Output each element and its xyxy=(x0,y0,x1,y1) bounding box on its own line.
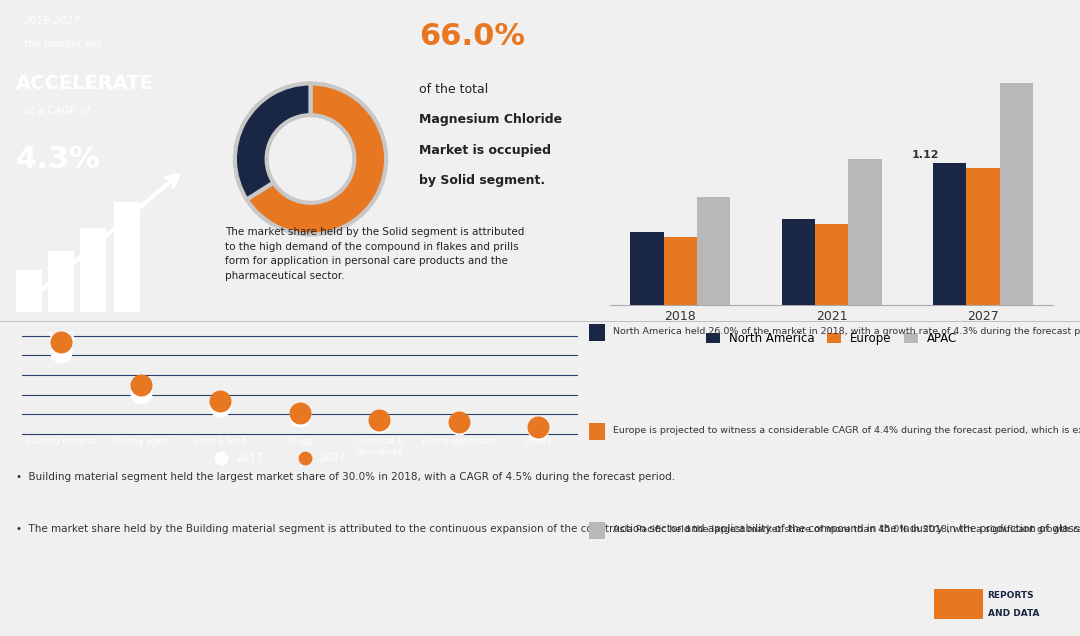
Point xyxy=(132,380,149,390)
Text: by Solid segment.: by Solid segment. xyxy=(419,174,545,187)
Point xyxy=(296,453,313,463)
Bar xyxy=(589,423,606,440)
Text: Others: Others xyxy=(524,438,552,446)
Bar xyxy=(16,270,42,312)
Text: 2017: 2017 xyxy=(237,453,262,463)
Legend: North America, Europe, APAC: North America, Europe, APAC xyxy=(701,328,962,350)
Bar xyxy=(589,522,606,539)
Text: Chemical &
derivatives: Chemical & derivatives xyxy=(355,438,403,457)
Text: •  The market share held by the Building material segment is attributed to the c: • The market share held by the Building … xyxy=(16,524,1080,534)
Text: of the total: of the total xyxy=(419,83,488,95)
Text: the market will: the market will xyxy=(24,39,102,48)
Text: The market share held by the Solid segment is attributed
to the high demand of t: The market share held by the Solid segme… xyxy=(225,226,525,281)
Text: •  Building material segment held the largest market share of 30.0% in 2018, wit: • Building material segment held the lar… xyxy=(16,473,676,482)
Point xyxy=(529,424,546,434)
Point xyxy=(450,419,468,429)
Wedge shape xyxy=(246,83,386,235)
Point xyxy=(53,337,70,347)
Point xyxy=(450,417,468,427)
Point xyxy=(213,453,230,463)
Bar xyxy=(48,251,73,312)
Text: Market is occupied: Market is occupied xyxy=(419,144,551,156)
Bar xyxy=(967,168,1000,305)
Point xyxy=(53,347,70,357)
Bar xyxy=(663,237,697,305)
Bar xyxy=(589,324,606,342)
Bar xyxy=(933,163,967,305)
Text: Europe is projected to witness a considerable CAGR of 4.4% during the forecast p: Europe is projected to witness a conside… xyxy=(612,426,1080,435)
Point xyxy=(292,410,309,420)
Bar xyxy=(80,228,106,312)
Point xyxy=(212,401,229,411)
Text: ACCELERATE: ACCELERATE xyxy=(16,74,154,93)
Text: 4.3%: 4.3% xyxy=(16,144,100,174)
Text: 2027: 2027 xyxy=(320,453,346,463)
Text: 66.0%: 66.0% xyxy=(419,22,525,51)
Text: at a CAGR of: at a CAGR of xyxy=(24,106,91,116)
Text: Deicing agent: Deicing agent xyxy=(111,438,171,446)
Text: 1.35: 1.35 xyxy=(46,331,76,344)
Bar xyxy=(815,224,848,305)
Text: REPORTS: REPORTS xyxy=(987,591,1035,600)
Wedge shape xyxy=(235,83,311,200)
Bar xyxy=(631,232,663,305)
Bar xyxy=(934,589,984,619)
Text: Building material: Building material xyxy=(25,438,97,446)
Text: Dust suppressant: Dust suppressant xyxy=(421,438,496,446)
Text: 2019-2027,: 2019-2027, xyxy=(24,16,84,26)
Text: Drugs: Drugs xyxy=(287,438,312,446)
Text: North America held 26.0% of the market in 2018, with a growth rate of 4.3% durin: North America held 26.0% of the market i… xyxy=(612,328,1080,336)
Bar xyxy=(782,219,815,305)
Text: Food & feed: Food & feed xyxy=(194,438,245,446)
Point xyxy=(529,422,546,432)
Point xyxy=(132,388,149,398)
Bar xyxy=(113,202,140,312)
Bar xyxy=(1000,83,1032,305)
Text: AND DATA: AND DATA xyxy=(987,609,1039,618)
Bar xyxy=(697,197,730,305)
Point xyxy=(292,408,309,418)
Point xyxy=(370,417,388,427)
Text: Magnesium Chloride: Magnesium Chloride xyxy=(419,113,562,126)
Bar xyxy=(848,159,881,305)
Text: Asia Pacific held the largest market share of more than 45.0% in 2018, with a si: Asia Pacific held the largest market sha… xyxy=(612,525,1080,534)
Point xyxy=(212,396,229,406)
Text: 1.12: 1.12 xyxy=(912,149,940,160)
Point xyxy=(370,415,388,425)
